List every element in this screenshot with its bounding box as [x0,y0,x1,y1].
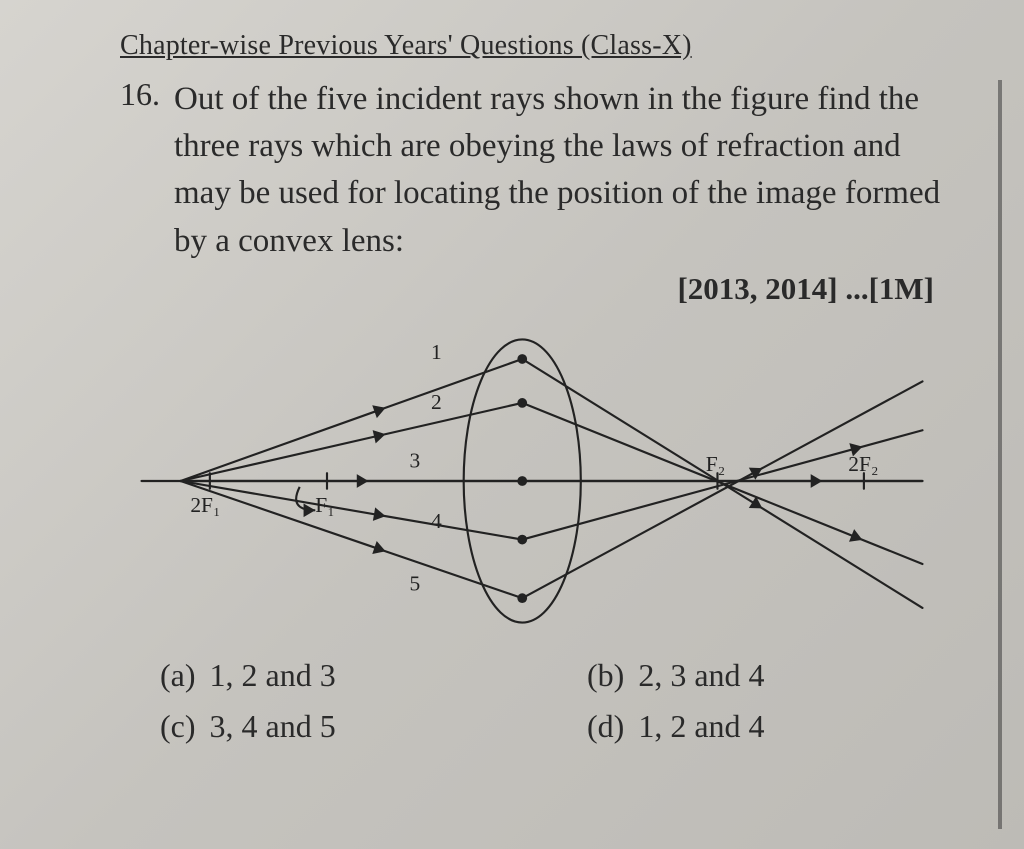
svg-text:2F₁: 2F₁ [190,493,220,517]
option-a-text: 1, 2 and 3 [210,657,336,694]
question-row: 16. Out of the five incident rays shown … [90,76,974,265]
option-c: (c) 3, 4 and 5 [160,708,547,745]
page: Chapter-wise Previous Years' Questions (… [0,0,1024,849]
figure-wrap: 2F₁F₁F₂2F₂12345 [90,311,974,651]
question-meta: [2013, 2014] ...[1M] [90,271,974,307]
option-d-text: 1, 2 and 4 [638,708,764,745]
chapter-header: Chapter-wise Previous Years' Questions (… [120,30,974,62]
option-a: (a) 1, 2 and 3 [160,657,547,694]
svg-text:2: 2 [431,390,442,414]
svg-text:4: 4 [431,509,442,533]
option-b-text: 2, 3 and 4 [638,657,764,694]
option-d: (d) 1, 2 and 4 [587,708,974,745]
options-grid: (a) 1, 2 and 3 (b) 2, 3 and 4 (c) 3, 4 a… [160,657,974,745]
option-b: (b) 2, 3 and 4 [587,657,974,694]
question-number: 16. [90,76,174,113]
svg-text:F₂: F₂ [706,452,725,476]
option-c-text: 3, 4 and 5 [210,708,336,745]
right-margin-rule [998,80,1002,829]
option-d-key: (d) [587,708,624,745]
option-c-key: (c) [160,708,196,745]
question-text: Out of the five incident rays shown in t… [174,76,974,265]
svg-text:5: 5 [409,571,420,595]
option-b-key: (b) [587,657,624,694]
option-a-key: (a) [160,657,196,694]
ray-diagram: 2F₁F₁F₂2F₂12345 [122,311,942,651]
svg-text:1: 1 [431,340,442,364]
svg-text:3: 3 [409,448,420,472]
